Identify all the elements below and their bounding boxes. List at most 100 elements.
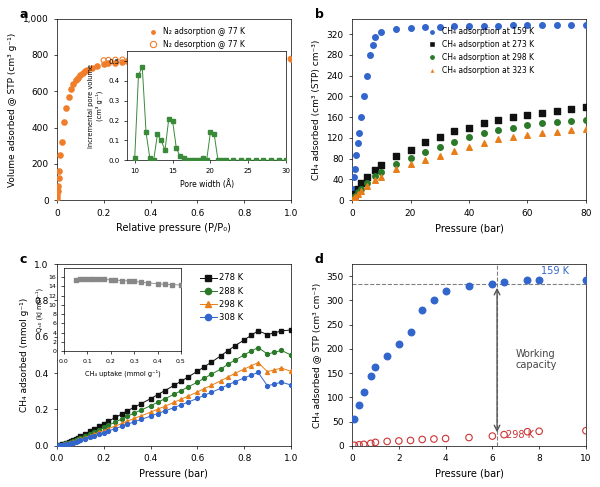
Point: [73, 74, 83, 81]
Point: [464, 433, 474, 441]
Point: [479, 119, 488, 127]
Point: [537, 119, 547, 127]
Point: [421, 138, 430, 146]
Point: [406, 24, 415, 32]
Point: [449, 22, 459, 30]
Point: [581, 116, 591, 124]
Point: [464, 133, 474, 141]
Point: [406, 160, 415, 168]
Point: [167, 55, 176, 63]
Point: [265, 55, 275, 63]
X-axis label: Pressure (bar): Pressure (bar): [434, 223, 503, 233]
Point: [200, 56, 209, 63]
Point: [354, 441, 364, 449]
Point: [493, 135, 503, 143]
Point: [350, 193, 359, 201]
Point: [523, 111, 532, 119]
Point: [353, 139, 362, 147]
Point: [347, 196, 357, 204]
Point: [53, 182, 63, 189]
Point: [349, 194, 358, 202]
Point: [139, 56, 148, 63]
Point: [537, 109, 547, 117]
Point: [464, 143, 474, 150]
Point: [581, 21, 591, 29]
Point: [362, 72, 371, 79]
Point: [356, 179, 365, 187]
Point: [122, 57, 132, 65]
Point: [153, 56, 163, 64]
Point: [216, 56, 226, 63]
Point: [359, 440, 368, 448]
Point: [449, 138, 459, 146]
Point: [566, 117, 576, 125]
Point: [136, 57, 146, 65]
Point: [87, 64, 97, 72]
Point: [352, 150, 361, 158]
Point: [110, 56, 120, 64]
Point: [188, 55, 197, 63]
Point: [479, 130, 488, 137]
Point: [362, 173, 371, 181]
Point: [488, 280, 497, 287]
Point: [479, 139, 488, 147]
Point: [78, 69, 88, 77]
Point: [239, 56, 249, 63]
Point: [406, 154, 415, 162]
Text: b: b: [314, 8, 323, 20]
Point: [552, 21, 562, 29]
Y-axis label: Volume adsorbed @ STP (cm³ g⁻¹): Volume adsorbed @ STP (cm³ g⁻¹): [8, 32, 17, 187]
Point: [52, 194, 62, 202]
Point: [371, 172, 380, 180]
Point: [56, 151, 65, 159]
Point: [99, 60, 109, 68]
Point: [253, 55, 263, 63]
Point: [376, 169, 386, 176]
Point: [435, 133, 445, 141]
Point: [118, 56, 127, 63]
Point: [418, 435, 427, 443]
Point: [193, 56, 202, 63]
Point: [350, 192, 360, 200]
Point: [348, 196, 358, 204]
Point: [376, 161, 386, 169]
Point: [356, 113, 365, 121]
Point: [418, 306, 427, 314]
Point: [421, 156, 430, 164]
Point: [537, 21, 547, 29]
Point: [508, 21, 518, 29]
Point: [263, 55, 272, 63]
Point: [366, 372, 376, 379]
Point: [441, 287, 451, 295]
Point: [566, 21, 576, 29]
Point: [286, 55, 296, 63]
Point: [269, 55, 279, 63]
Point: [371, 177, 380, 185]
Text: c: c: [20, 253, 27, 266]
Point: [354, 401, 364, 409]
Point: [64, 93, 73, 100]
Point: [160, 56, 169, 64]
Point: [348, 195, 358, 203]
Point: [223, 56, 232, 63]
Point: [62, 104, 71, 112]
Point: [376, 28, 386, 36]
Point: [350, 190, 360, 198]
Point: [160, 55, 169, 63]
Point: [449, 147, 459, 155]
Point: [464, 124, 474, 131]
Point: [104, 59, 113, 67]
Point: [169, 56, 179, 64]
Point: [246, 56, 256, 63]
Point: [356, 187, 365, 195]
Point: [566, 106, 576, 113]
Point: [366, 439, 376, 447]
Point: [493, 116, 503, 124]
Point: [350, 441, 359, 449]
Point: [104, 56, 113, 64]
Point: [348, 190, 358, 198]
Point: [391, 160, 401, 168]
Point: [216, 55, 226, 63]
Point: [209, 55, 218, 63]
Point: [110, 58, 120, 66]
